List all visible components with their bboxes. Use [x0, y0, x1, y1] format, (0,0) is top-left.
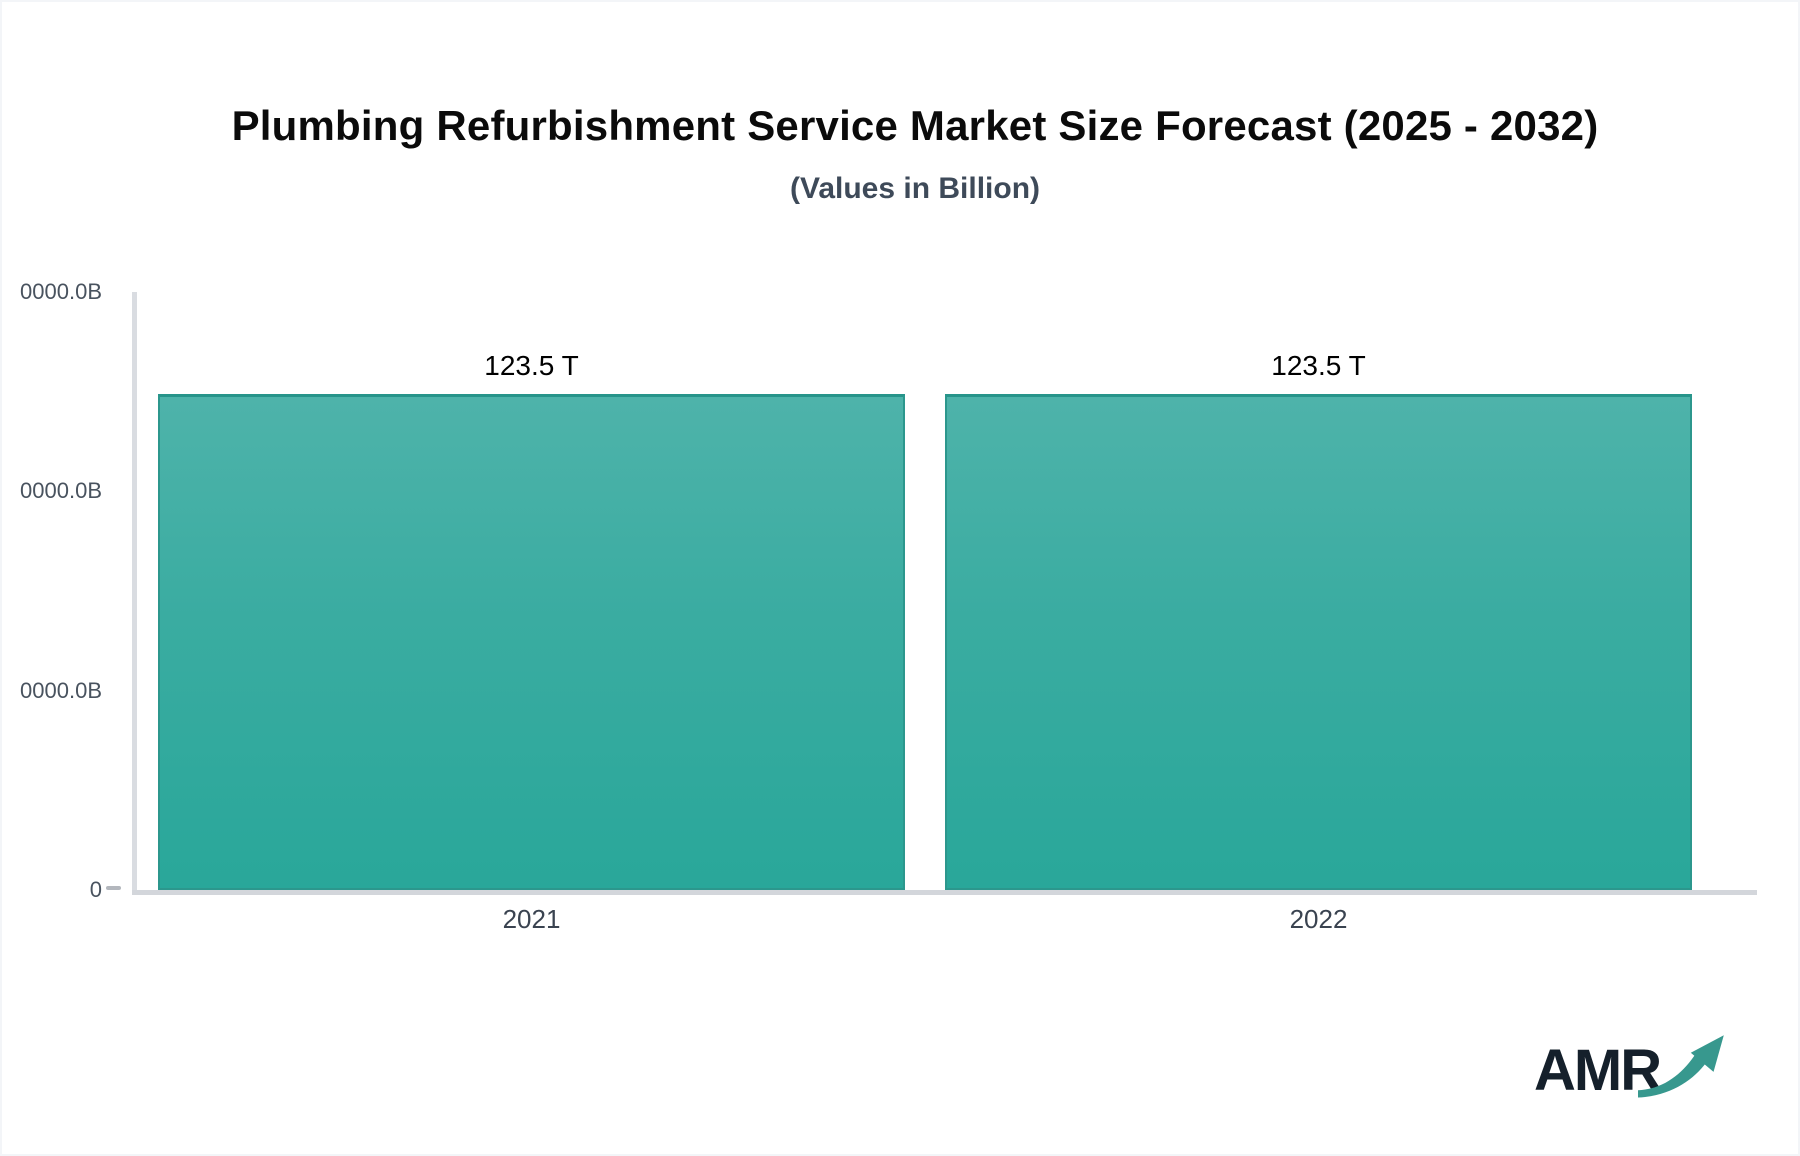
x-axis-baseline	[132, 890, 1757, 895]
x-axis-label-2021: 2021	[502, 904, 561, 934]
chart-title: Plumbing Refurbishment Service Market Si…	[231, 102, 1599, 149]
y-tick-label: 0000.0B	[20, 677, 102, 703]
y-axis-tick-labels: 0000.0B 0000.0B 0000.0B 0	[2, 279, 104, 902]
zero-tick-mark	[106, 886, 121, 890]
chart-subtitle: (Values in Billion)	[789, 172, 1041, 205]
amr-logo: AMR	[1534, 1028, 1726, 1112]
growth-arrow-icon	[1638, 1035, 1724, 1098]
bar-value-label: 123.5 T	[484, 350, 579, 382]
bar-2022[interactable]	[944, 394, 1693, 890]
y-tick-label: 0000.0B	[20, 279, 102, 304]
bar-value-label: 123.5 T	[1271, 350, 1366, 382]
y-axis-line	[132, 292, 137, 893]
bar-group-2021: 123.5 T	[138, 292, 925, 890]
bar-group-2022: 123.5 T	[925, 292, 1712, 890]
y-tick-label: 0	[89, 877, 102, 902]
x-axis-label-2022: 2022	[1289, 904, 1348, 934]
plot-area: 123.5 T 123.5 T	[138, 292, 1712, 890]
bar-2021[interactable]	[157, 394, 906, 890]
y-tick-label: 0000.0B	[20, 478, 102, 504]
